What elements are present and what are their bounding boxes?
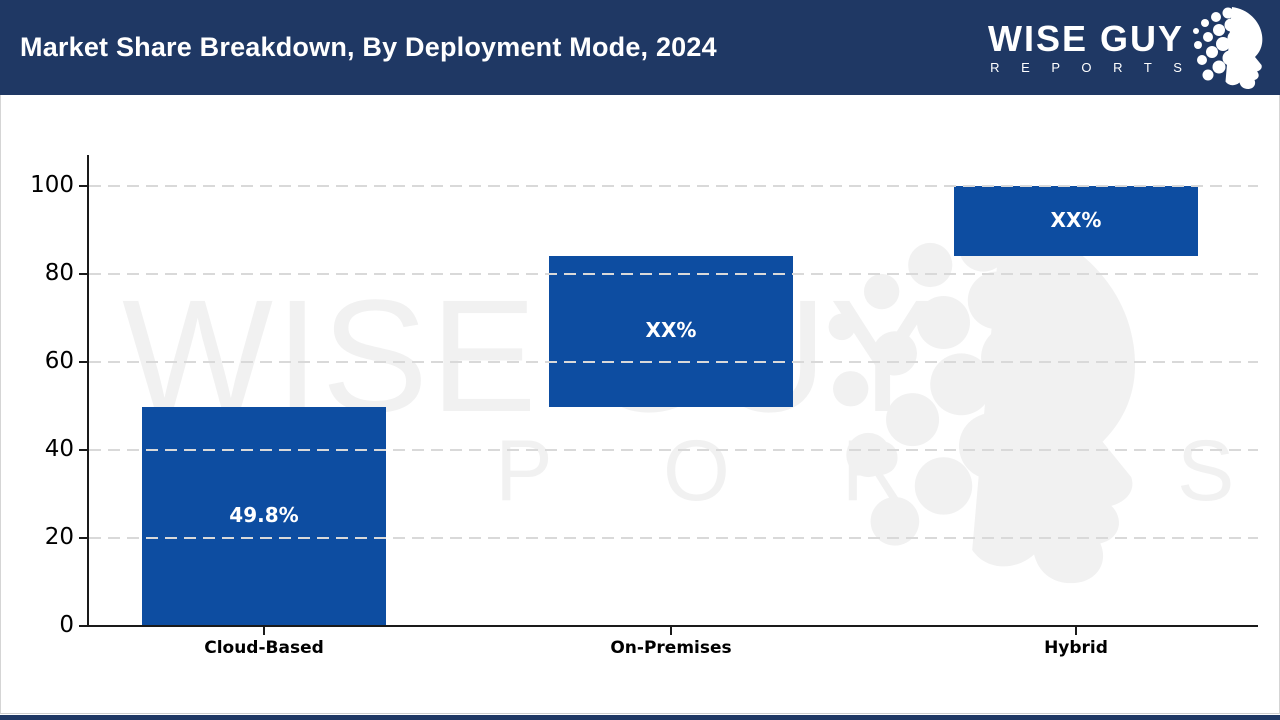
category-label-on-premises: On-Premises <box>610 638 732 658</box>
y-tick-label: 20 <box>44 524 74 550</box>
logo-line1: WISE GUY <box>987 17 1184 59</box>
y-tick-mark-0 <box>79 625 87 627</box>
x-axis <box>87 625 1258 627</box>
header: Market Share Breakdown, By Deployment Mo… <box>0 0 1280 95</box>
bottom-border-line <box>0 713 1280 714</box>
y-tick-label: 100 <box>30 172 74 198</box>
y-tick-mark-20 <box>79 537 87 539</box>
gridline-40 <box>89 449 1258 451</box>
bar-value-label-cloud-based: 49.8% <box>229 503 299 528</box>
y-tick-label: 60 <box>44 348 74 374</box>
gridline-60 <box>89 361 1258 363</box>
logo-face-icon <box>1193 6 1263 89</box>
y-tick-label: 0 <box>59 612 74 638</box>
bar-value-label-on-premises: XX% <box>645 318 697 343</box>
watermark-face-icon <box>828 220 1136 584</box>
bar-hybrid <box>954 186 1198 256</box>
y-tick-mark-40 <box>79 449 87 451</box>
gridline-80 <box>89 273 1258 275</box>
bar-on-premises <box>549 255 793 407</box>
wiseguy-logo: WISE GUY R E P O R T S <box>988 5 1264 91</box>
gridline-20 <box>89 537 1258 539</box>
bar-value-label-hybrid: XX% <box>1050 207 1102 232</box>
x-tick-mark-hybrid <box>1075 627 1077 635</box>
x-tick-mark-on-premises <box>670 627 672 635</box>
y-tick-label: 80 <box>44 260 74 286</box>
logo-line2: R E P O R T S <box>990 59 1191 75</box>
left-border-line <box>0 95 1 714</box>
bar-cloud-based <box>142 406 386 626</box>
page-title: Market Share Breakdown, By Deployment Mo… <box>20 32 717 62</box>
y-axis <box>87 155 89 627</box>
footer-bar <box>0 715 1280 720</box>
y-tick-label: 40 <box>44 436 74 462</box>
x-tick-mark-cloud-based <box>263 627 265 635</box>
logo-wordmark: WISE GUY R E P O R T S <box>987 17 1184 75</box>
y-tick-mark-80 <box>79 273 87 275</box>
category-label-hybrid: Hybrid <box>1044 638 1108 658</box>
y-tick-mark-100 <box>79 185 87 187</box>
y-tick-mark-60 <box>79 361 87 363</box>
category-label-cloud-based: Cloud-Based <box>204 638 324 658</box>
gridline-100 <box>89 185 1258 187</box>
